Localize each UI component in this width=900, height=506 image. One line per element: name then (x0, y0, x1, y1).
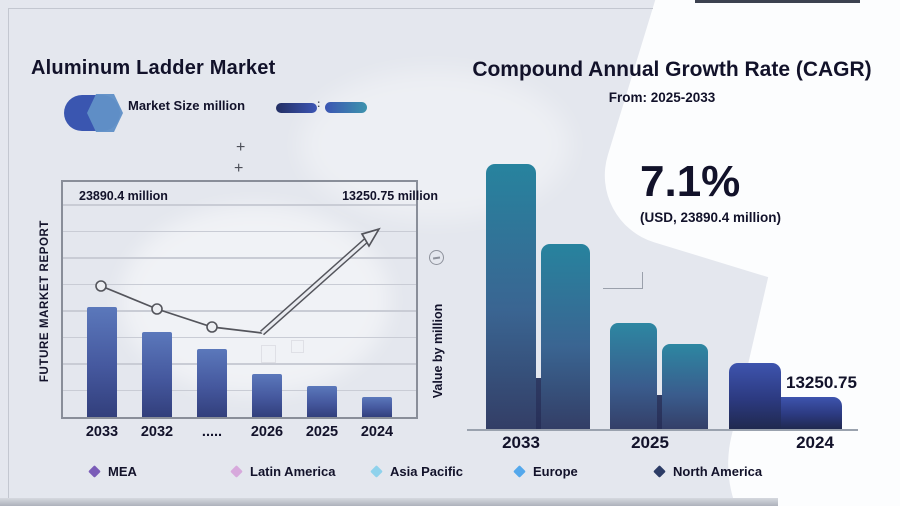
top-edge-dark-line (695, 0, 860, 3)
plus-mark-icon: + (234, 160, 244, 177)
trend-line-and-arrow (95, 227, 381, 336)
cagr-title: Compound Annual Growth Rate (CAGR) (472, 58, 872, 81)
legend-label: Latin America (250, 464, 336, 479)
left-x-label: 2025 (305, 424, 339, 440)
legend-label: MEA (108, 464, 137, 479)
right-bar-bridge-2025 (657, 395, 662, 429)
watermark-square-icon (291, 340, 304, 353)
left-x-label: 2033 (85, 424, 119, 440)
right-chart-value-callout: 13250.75 (786, 373, 857, 392)
left-plot-area: 23890.4 million 13250.75 million (61, 180, 438, 419)
frame-hairline-top (8, 8, 653, 9)
legend-label: Asia Pacific (390, 464, 463, 479)
gridline (63, 363, 416, 365)
legend-diamond-icon (88, 465, 101, 478)
legend-item-europe: Europe (513, 464, 578, 479)
page-title: Aluminum Ladder Market (31, 57, 276, 79)
cagr-value: 7.1% (640, 157, 741, 206)
bottom-edge-strip (0, 498, 778, 506)
left-x-labels: 2033 2032..... 2026 2025 2024 (63, 424, 416, 444)
left-x-label: 2032 (140, 424, 174, 440)
right-chart-axis-line (467, 429, 858, 431)
left-chart-end-value: 13250.75 million (342, 189, 438, 203)
left-bar-2026 (252, 374, 282, 417)
series-label: Market Size million (128, 98, 246, 113)
left-x-label: 2024 (360, 424, 394, 440)
watermark-clipboard-icon (261, 345, 276, 363)
cagr-note: (USD, 23890.4 million) (640, 210, 782, 225)
gridline (63, 336, 416, 338)
left-x-label: ..... (201, 424, 223, 440)
left-bar-2032 (142, 332, 172, 417)
left-x-label: 2026 (250, 424, 284, 440)
market-size-icon (64, 94, 123, 132)
gridline (63, 204, 416, 206)
gridline (63, 257, 416, 259)
right-x-label: 2033 (502, 433, 540, 452)
left-bar-2024 (362, 397, 392, 417)
legend-label: Europe (533, 464, 578, 479)
ratio-pill-left-icon (276, 103, 317, 113)
value-axis-label: Value by million (431, 303, 445, 399)
legend-diamond-icon (230, 465, 243, 478)
gridline (63, 310, 416, 312)
right-bar-2033 (541, 244, 590, 429)
legend-item-mea: MEA (88, 464, 137, 479)
corner-bracket-decoration (603, 272, 643, 289)
legend-item-latin-america: Latin America (230, 464, 336, 479)
cagr-subtitle: From: 2025-2033 (608, 90, 716, 105)
left-chart-y-axis-label: FUTURE MARKET REPORT (39, 219, 51, 383)
right-bar-2025 (662, 344, 708, 429)
cylinder-icon-hexagon (87, 94, 123, 132)
left-bar-2033 (87, 307, 117, 417)
right-x-label: 2025 (631, 433, 669, 452)
ratio-pill-right-icon (325, 102, 367, 113)
plus-mark-icon: + (236, 139, 246, 156)
legend-item-asia-pacific: Asia Pacific (370, 464, 463, 479)
circle-minus-icon (429, 250, 444, 265)
frame-hairline-left (8, 8, 9, 498)
legend-diamond-icon (653, 465, 666, 478)
gridline (63, 230, 416, 232)
right-bar-bridge-2033 (536, 378, 541, 429)
left-bar-2025 (307, 386, 337, 417)
left-chart-max-value: 23890.4 million (79, 189, 168, 203)
legend-diamond-icon (513, 465, 526, 478)
left-bar-..... (197, 349, 227, 417)
legend-diamond-icon (370, 465, 383, 478)
right-bar-2025 (610, 323, 657, 429)
gridline (63, 283, 416, 285)
ratio-separator: : (317, 99, 321, 110)
gridline (63, 389, 416, 391)
